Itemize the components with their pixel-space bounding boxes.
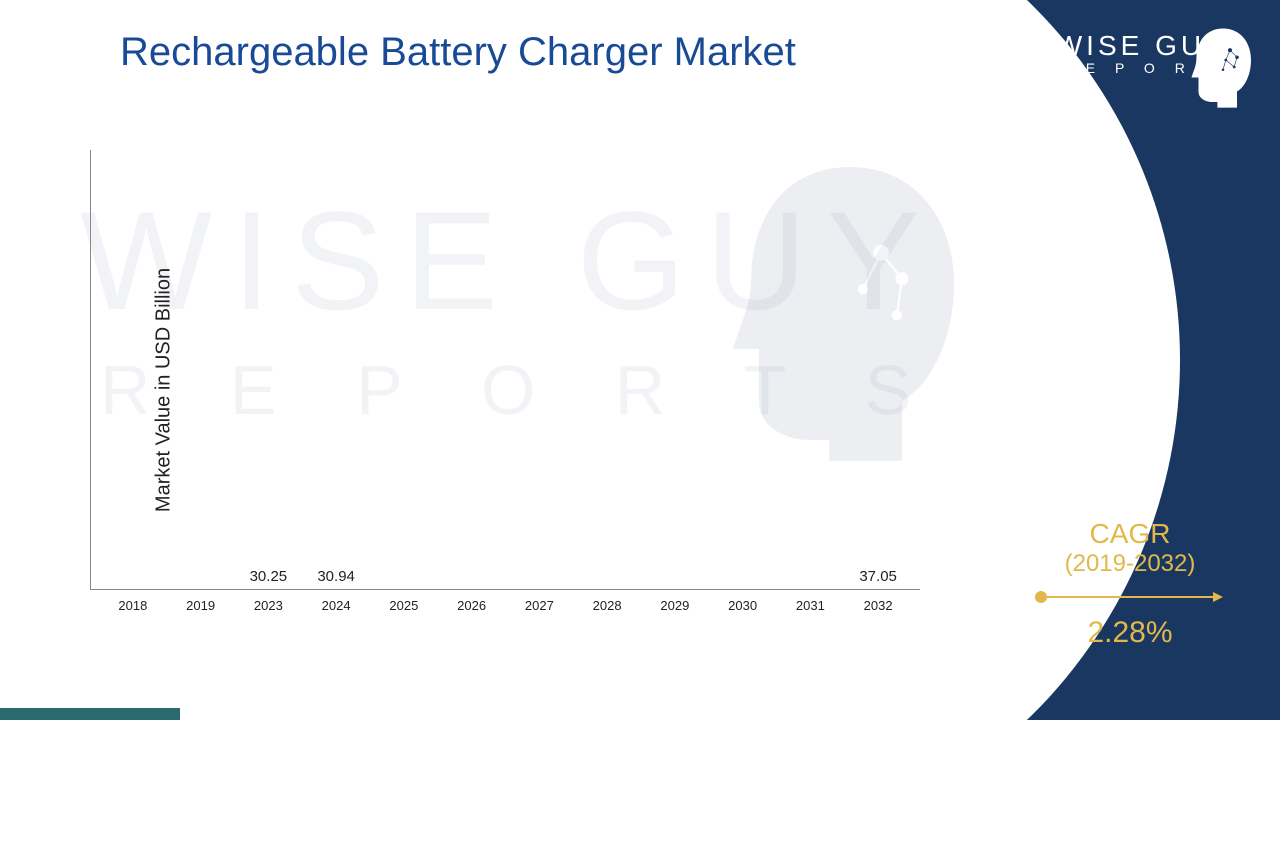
bar-category-label: 2029 [660,598,689,613]
bar-category-label: 2018 [118,598,147,613]
plot-region: 2018 2019 30.252023 30.942024 2025 2026 2027 20… [90,150,920,590]
bar-category-label: 2019 [186,598,215,613]
bar-wrap: 30.252023 [238,568,298,589]
bar-category-label: 2023 [254,598,283,613]
bar-value-label: 30.25 [250,568,288,585]
bar-category-label: 2026 [457,598,486,613]
bar-wrap: 2027 [509,585,569,589]
bars-container: 2018 2019 30.252023 30.942024 2025 2026 2027 20… [91,150,920,589]
cagr-value: 2.28% [1020,616,1240,650]
bar-wrap: 2030 [713,585,773,589]
bar-category-label: 2025 [389,598,418,613]
bar-category-label: 2031 [796,598,825,613]
bar-value-label: 30.94 [317,568,355,585]
bottom-accent-bar [0,708,180,720]
bar-category-label: 2032 [864,598,893,613]
chart-title: Rechargeable Battery Charger Market [120,30,796,75]
bar-wrap: 37.052032 [848,568,908,589]
bar-category-label: 2027 [525,598,554,613]
bar-wrap: 30.942024 [306,568,366,589]
cagr-range: (2019-2032) [1020,550,1240,578]
bar-wrap: 2031 [780,585,840,589]
cagr-block: CAGR (2019-2032) 2.28% [1020,518,1240,650]
bar-wrap: 2028 [577,585,637,589]
bar-category-label: 2024 [322,598,351,613]
bar-category-label: 2030 [728,598,757,613]
chart-area: Market Value in USD Billion 2018201930.2… [60,150,920,630]
logo-head-icon [1188,22,1258,112]
cagr-arrow-icon [1040,596,1220,598]
logo-block: WISE GUY R E P O R T S [1056,30,1250,76]
bar-wrap: 2018 [103,585,163,589]
bar-value-label: 37.05 [859,568,897,585]
cagr-title: CAGR [1020,518,1240,550]
bar-wrap: 2019 [171,585,231,589]
bar-wrap: 2026 [442,585,502,589]
bar-category-label: 2028 [593,598,622,613]
bar-wrap: 2029 [645,585,705,589]
bar-wrap: 2025 [374,585,434,589]
